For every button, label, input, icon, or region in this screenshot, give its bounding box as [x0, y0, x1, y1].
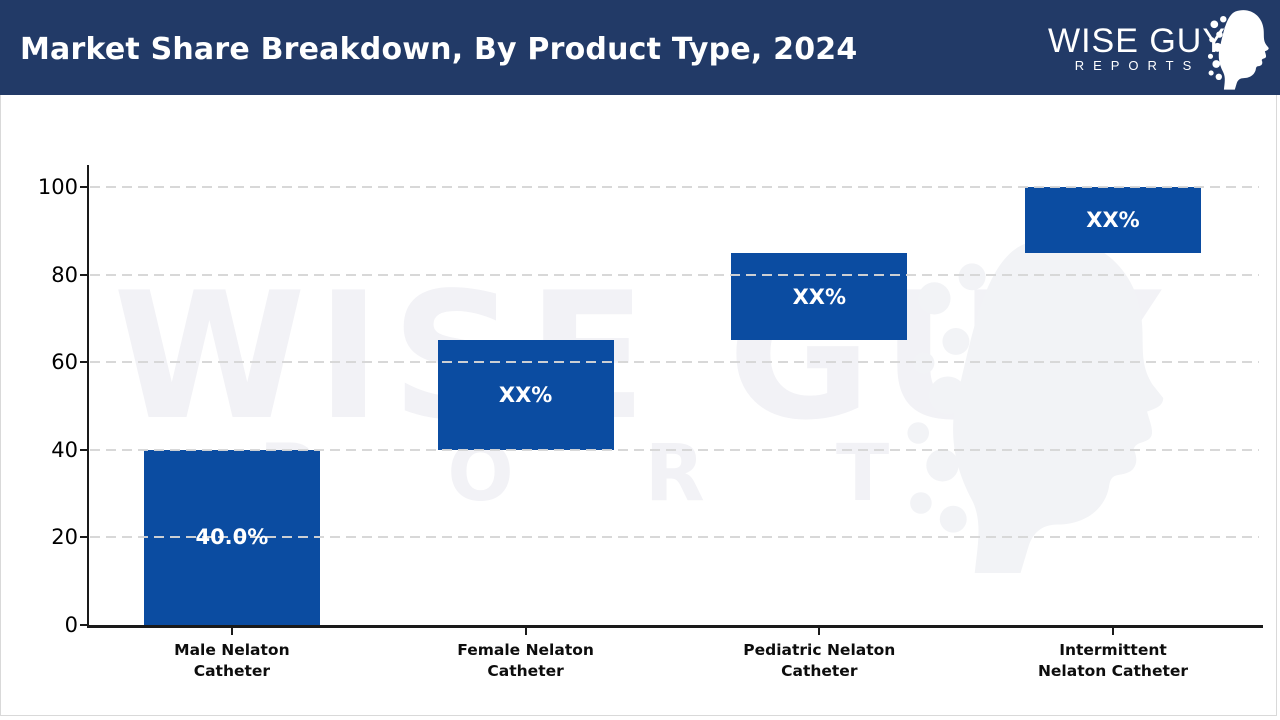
gridline: [90, 536, 1259, 539]
y-tick-mark: [80, 536, 89, 539]
header-band: Market Share Breakdown, By Product Type,…: [0, 0, 1280, 95]
x-category-label-line: Catheter: [781, 662, 858, 680]
x-tick-mark: [524, 627, 527, 635]
logo-brand-text: WISE GUY: [1048, 22, 1227, 60]
x-category-label-line: Pediatric Nelaton: [743, 641, 896, 659]
y-axis-line: [87, 165, 89, 627]
y-tick-mark: [80, 448, 89, 451]
x-category-label-line: Intermittent: [1059, 641, 1167, 659]
logo-sub-text: REPORTS: [1074, 58, 1201, 73]
bar-value-label: XX%: [1086, 207, 1140, 232]
y-tick-label: 40: [51, 437, 78, 462]
y-tick-label: 100: [37, 175, 78, 199]
x-tick-mark: [230, 627, 233, 635]
x-category-label: Intermittent Nelaton Catheter: [983, 640, 1243, 682]
bar-chart: 40.0% XX% XX% XX% 0 20 40 60 80 100 Male Nelaton Ca…: [1, 95, 1276, 715]
y-tick-mark: [80, 273, 89, 276]
x-category-label: Female Nelaton Catheter: [396, 640, 656, 682]
bar-segment: [437, 340, 614, 450]
x-tick-mark: [818, 627, 821, 635]
x-category-label-line: Nelaton Catheter: [1037, 662, 1189, 680]
chart-panel: WISE GUY P O R T S 40.0% XX% XX% XX% 0 20 40 60…: [0, 95, 1277, 716]
y-tick-label: 60: [51, 350, 78, 375]
brand-logo: WISE GUY REPORTS: [1010, 0, 1270, 95]
gridline: [90, 273, 1259, 276]
bar-value-label: 40.0%: [195, 525, 269, 550]
x-category-label: Male Nelaton Catheter: [102, 640, 362, 682]
y-tick-mark: [80, 361, 89, 364]
x-category-label: Pediatric Nelaton Catheter: [689, 640, 949, 682]
bar-value-label: XX%: [498, 383, 553, 408]
gridline: [90, 448, 1259, 451]
x-axis-line: [87, 625, 1263, 628]
y-tick-label: 80: [51, 262, 78, 287]
bar-segment: [731, 252, 908, 341]
y-tick-mark: [80, 624, 89, 626]
x-category-label-line: Female Nelaton: [457, 641, 594, 659]
y-tick-label: 0: [64, 613, 78, 637]
x-category-label-line: Male Nelaton: [174, 641, 290, 659]
x-tick-mark: [1112, 627, 1114, 635]
gridline: [90, 186, 1259, 188]
x-category-label-line: Catheter: [487, 662, 564, 680]
page-title: Market Share Breakdown, By Product Type,…: [20, 32, 858, 67]
y-tick-mark: [80, 186, 89, 188]
x-category-label-line: Catheter: [193, 662, 271, 680]
bar-segment: [1025, 187, 1201, 253]
y-tick-label: 20: [51, 525, 78, 550]
gridline: [90, 361, 1259, 364]
bar-value-label: XX%: [792, 284, 847, 309]
logo-head-icon: [1207, 10, 1269, 90]
